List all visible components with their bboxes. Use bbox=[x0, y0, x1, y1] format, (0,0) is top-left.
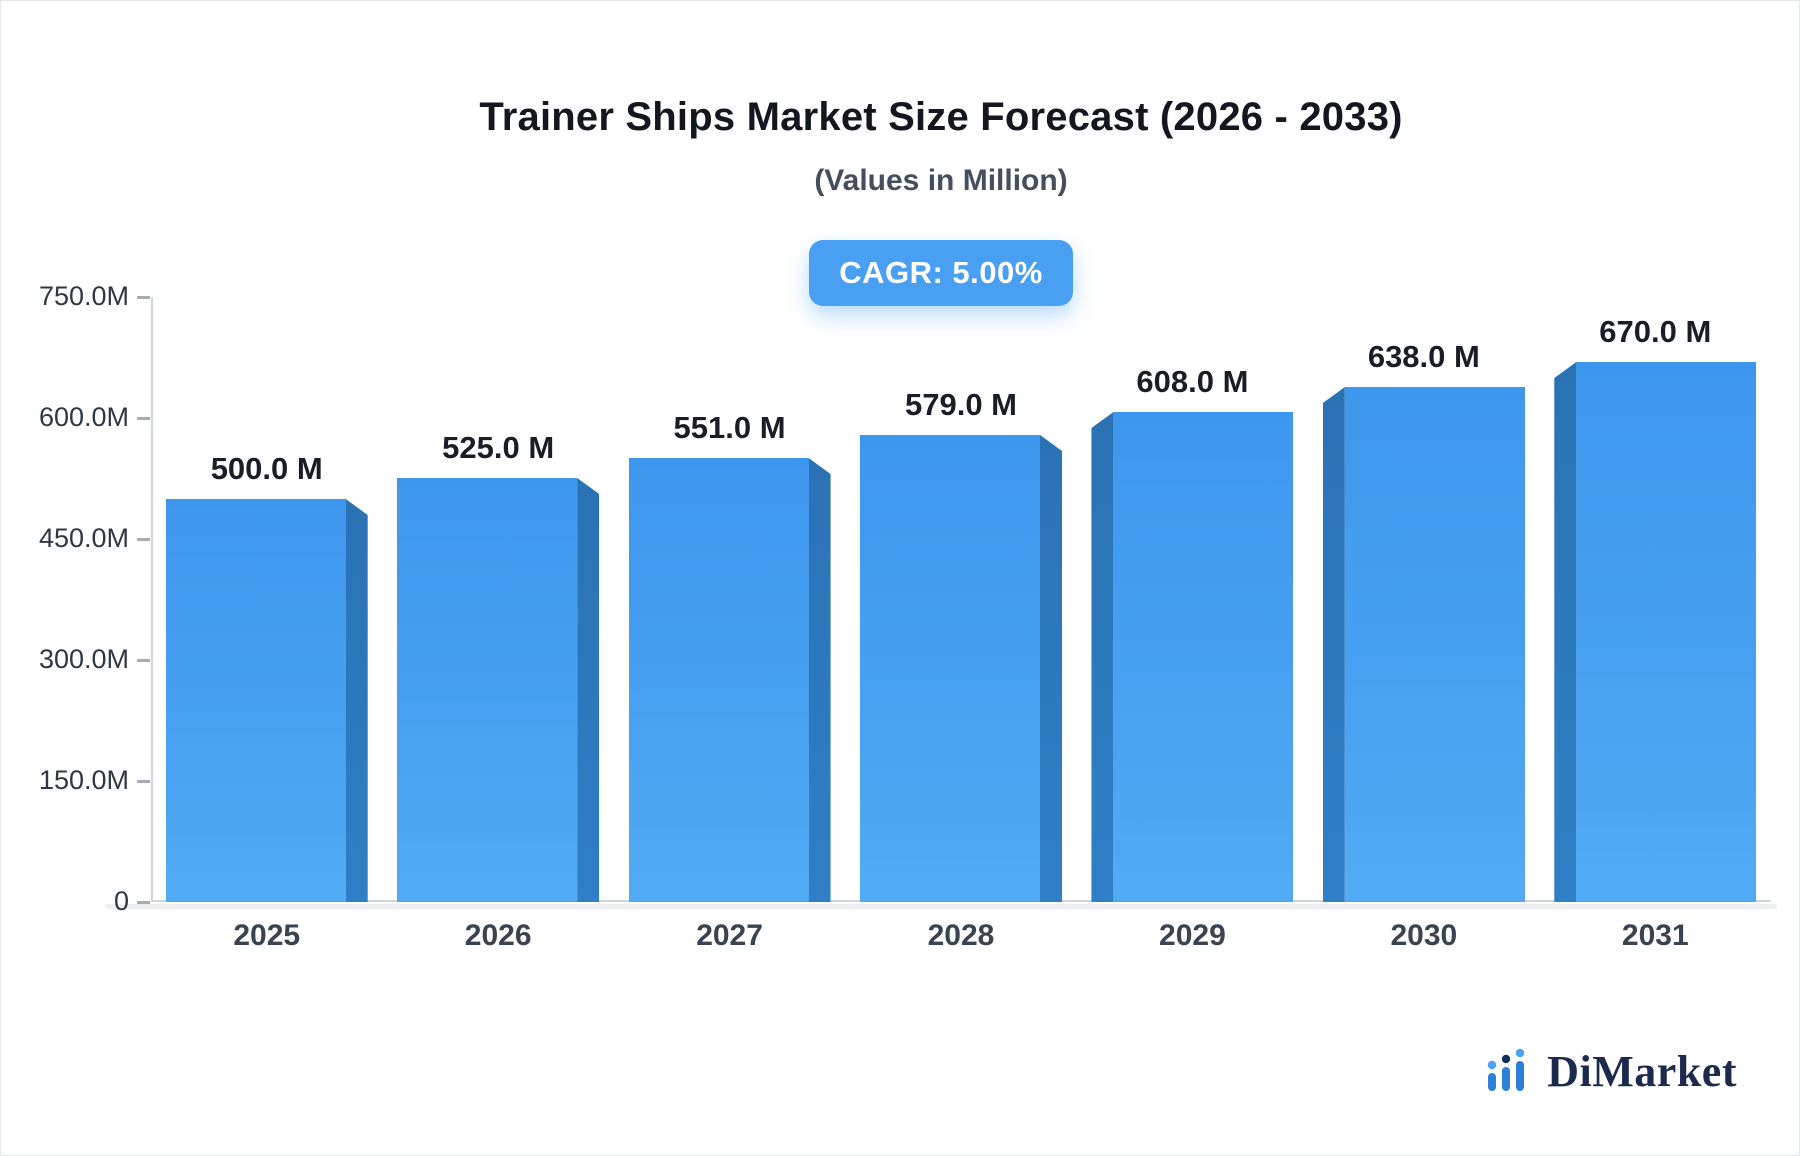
baseline-shadow bbox=[105, 904, 1777, 909]
y-axis-tick-mark bbox=[137, 296, 150, 299]
bar bbox=[1554, 362, 1757, 902]
bar-side-face bbox=[1040, 435, 1062, 902]
bar-value-label: 500.0 M bbox=[210, 451, 323, 486]
bar-side-face bbox=[1554, 362, 1577, 902]
bar-face bbox=[397, 478, 578, 902]
x-axis-label: 2027 bbox=[696, 919, 763, 952]
x-axis-label: 2025 bbox=[233, 919, 301, 952]
bar-value-label: 579.0 M bbox=[904, 387, 1017, 422]
bar bbox=[1322, 387, 1525, 902]
brand-logo: DiMarket bbox=[1483, 1045, 1737, 1097]
x-axis-label: 2026 bbox=[464, 919, 532, 952]
bar-value-label: 608.0 M bbox=[1136, 364, 1249, 399]
bar-face bbox=[1113, 412, 1294, 902]
y-axis-tick-label: 0 bbox=[113, 886, 129, 916]
brand-bars-icon bbox=[1488, 1048, 1525, 1091]
bar-value-label: 551.0 M bbox=[673, 410, 786, 445]
y-axis-tick-mark bbox=[137, 901, 150, 904]
bar-face bbox=[165, 499, 346, 902]
y-axis-line bbox=[151, 297, 153, 902]
bar-side-face bbox=[1091, 412, 1114, 902]
bar bbox=[165, 499, 368, 902]
bar bbox=[860, 435, 1062, 902]
bar-face bbox=[1576, 362, 1757, 902]
y-axis-tick-mark bbox=[137, 780, 150, 783]
y-axis-tick-mark bbox=[137, 417, 150, 420]
bar-face bbox=[628, 458, 809, 902]
y-axis-tick-mark bbox=[137, 659, 150, 662]
bar-face bbox=[860, 435, 1040, 902]
bar-face bbox=[1344, 387, 1525, 902]
y-axis-tick-label: 450.0M bbox=[38, 523, 129, 553]
bar-value-label: 638.0 M bbox=[1367, 339, 1480, 374]
bar bbox=[628, 458, 831, 902]
y-axis-tick-label: 600.0M bbox=[38, 402, 129, 432]
brand-name: DiMarket bbox=[1547, 1046, 1737, 1096]
bar bbox=[397, 478, 600, 902]
bar-value-label: 525.0 M bbox=[442, 430, 555, 465]
y-axis-tick-mark bbox=[137, 538, 150, 541]
y-axis-tick-label: 300.0M bbox=[38, 644, 129, 674]
bar-side-face bbox=[1322, 387, 1345, 902]
bar-side-face bbox=[577, 478, 600, 902]
bar-side-face bbox=[808, 458, 831, 902]
y-axis-tick-label: 750.0M bbox=[38, 281, 129, 311]
bar-side-face bbox=[345, 499, 368, 902]
x-axis-label: 2029 bbox=[1159, 919, 1226, 952]
bar bbox=[1091, 412, 1294, 902]
x-axis-label: 2031 bbox=[1621, 919, 1689, 952]
x-axis-label: 2030 bbox=[1390, 919, 1458, 952]
y-axis-tick-label: 150.0M bbox=[38, 765, 129, 795]
bar-value-label: 670.0 M bbox=[1599, 314, 1712, 349]
x-axis-label: 2028 bbox=[927, 919, 995, 952]
